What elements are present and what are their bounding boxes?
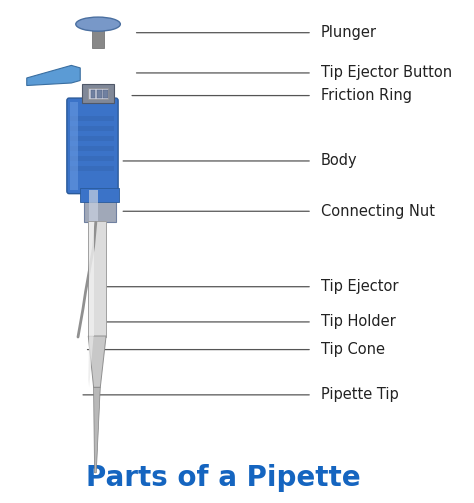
- Bar: [89, 222, 93, 336]
- Text: Connecting Nut: Connecting Nut: [321, 204, 435, 219]
- Text: Tip Ejector: Tip Ejector: [321, 279, 399, 294]
- Bar: [71, 146, 114, 151]
- Bar: [92, 23, 104, 48]
- Bar: [71, 126, 114, 131]
- Polygon shape: [93, 387, 100, 473]
- Bar: [71, 116, 114, 121]
- Text: Tip Cone: Tip Cone: [321, 342, 385, 357]
- Text: Parts of a Pipette: Parts of a Pipette: [85, 464, 360, 492]
- Bar: [71, 156, 114, 161]
- Text: Body: Body: [321, 153, 357, 169]
- Bar: [71, 102, 79, 190]
- Bar: [84, 190, 116, 222]
- FancyBboxPatch shape: [67, 98, 118, 194]
- Polygon shape: [27, 65, 80, 86]
- Polygon shape: [88, 336, 106, 387]
- Bar: [89, 190, 98, 221]
- Text: Friction Ring: Friction Ring: [321, 88, 412, 103]
- Bar: [88, 88, 108, 99]
- Bar: [88, 221, 106, 337]
- Bar: [91, 90, 95, 98]
- Bar: [71, 136, 114, 141]
- Polygon shape: [88, 336, 93, 387]
- Text: Tip Holder: Tip Holder: [321, 314, 396, 329]
- Bar: [80, 188, 119, 202]
- Bar: [82, 84, 114, 103]
- Bar: [71, 166, 114, 171]
- Text: Plunger: Plunger: [321, 25, 377, 40]
- Text: Tip Ejector Button: Tip Ejector Button: [321, 65, 452, 80]
- Text: Pipette Tip: Pipette Tip: [321, 387, 399, 402]
- Bar: [97, 90, 101, 98]
- Ellipse shape: [76, 17, 120, 31]
- Bar: [103, 90, 108, 98]
